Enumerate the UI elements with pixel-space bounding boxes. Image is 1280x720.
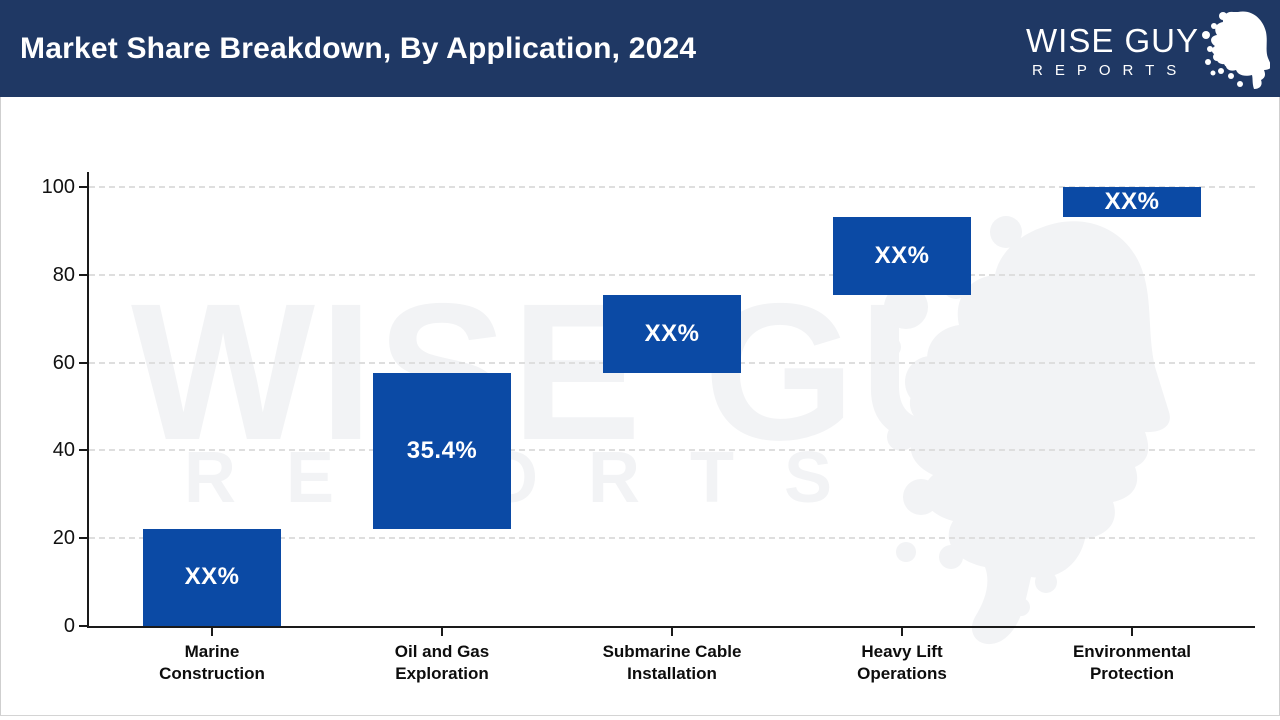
x-category-label-line: Installation (627, 664, 717, 683)
brand-reports-label: REPORTS (1032, 62, 1189, 79)
x-tick (1131, 628, 1133, 636)
bar: XX% (1063, 187, 1201, 217)
y-tick (79, 449, 87, 452)
y-tick-label: 100 (41, 176, 75, 198)
bar: XX% (603, 294, 741, 374)
x-category-label: Submarine Cable Installation (552, 641, 792, 685)
x-category-label: Oil and Gas Exploration (322, 641, 562, 685)
y-tick-label: 60 (52, 351, 75, 374)
x-tick (211, 628, 213, 636)
page-title: Market Share Breakdown, By Application, … (20, 31, 697, 65)
y-tick (79, 625, 87, 627)
gridline (89, 449, 1255, 452)
bar-value-label: XX% (644, 320, 700, 348)
bar: XX% (143, 528, 281, 626)
x-tick (671, 628, 673, 636)
y-axis (87, 172, 89, 628)
x-category-label-line: Heavy Lift (861, 642, 943, 661)
x-category-label-line: Environmental (1072, 642, 1192, 661)
watermark-reports: REPORTS (184, 438, 883, 518)
x-category-label: Heavy Lift Operations (782, 641, 1022, 685)
chart-area: WISE GUY REPORTS 020406080100XX%35.4%XX%… (0, 97, 1280, 716)
y-tick-label: 0 (63, 615, 75, 637)
gridline (89, 186, 1255, 188)
x-category-label-line: Protection (1089, 664, 1175, 683)
bar: 35.4% (373, 373, 511, 529)
x-tick (441, 628, 443, 636)
brand-logo: WISE GUY REPORTS (1026, 0, 1270, 97)
y-tick (79, 273, 87, 276)
y-tick-label: 80 (52, 263, 75, 286)
gridline (89, 273, 1255, 276)
bar-value-label: XX% (184, 563, 240, 591)
y-tick (79, 186, 87, 188)
x-axis (87, 626, 1255, 628)
brand-head-icon (1202, 11, 1270, 89)
y-tick-label: 20 (52, 527, 75, 550)
x-category-label-line: Exploration (395, 664, 489, 683)
x-category-label-line: Marine (184, 642, 240, 661)
bar-value-label: 35.4% (406, 436, 478, 464)
x-category-label-line: Submarine Cable (602, 642, 742, 661)
x-category-label-line: Oil and Gas (394, 642, 490, 661)
y-tick-label: 40 (52, 439, 75, 462)
gridline (89, 537, 1255, 540)
x-category-label-line: Operations (857, 664, 947, 683)
x-tick (901, 628, 903, 636)
bar-value-label: XX% (874, 241, 930, 269)
x-category-label: Marine Construction (92, 641, 332, 685)
bar-value-label: XX% (1104, 187, 1160, 215)
brand-wordmark: WISE GUY (1026, 22, 1200, 59)
y-tick (79, 361, 87, 364)
header-bar: Market Share Breakdown, By Application, … (0, 0, 1280, 97)
x-category-label: Environmental Protection (1012, 641, 1252, 685)
y-tick (79, 537, 87, 540)
x-category-label-line: Construction (159, 664, 265, 683)
bar: XX% (833, 216, 971, 295)
